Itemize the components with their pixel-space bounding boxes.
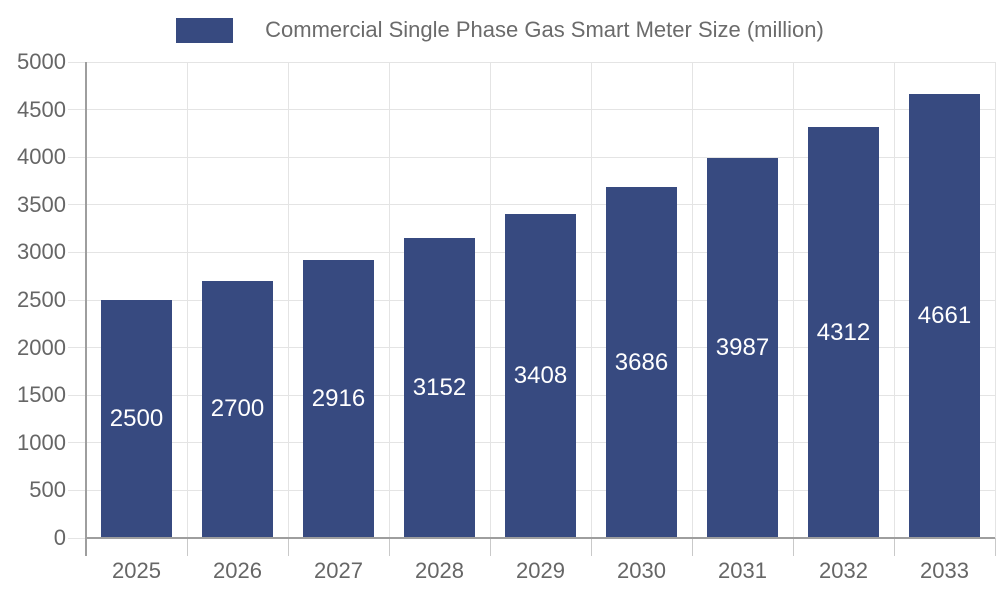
x-gridline: [489, 62, 491, 538]
y-axis-tick-label: 3000: [17, 239, 66, 265]
chart-legend[interactable]: Commercial Single Phase Gas Smart Meter …: [0, 15, 1000, 45]
y-axis-tick-label: 1500: [17, 382, 66, 408]
x-axis-tick-label: 2028: [415, 558, 464, 583]
x-axis-tick-label: 2032: [819, 558, 868, 583]
x-gridline: [590, 62, 592, 538]
bar-2026[interactable]: [202, 280, 273, 538]
bar-2029[interactable]: [505, 213, 576, 538]
bar-value-label: 3408: [513, 361, 568, 389]
bar-value-label: 4661: [917, 302, 972, 330]
x-axis-tick-label: 2026: [213, 558, 262, 583]
y-axis-tick-label: 0: [53, 525, 66, 550]
bar-2027[interactable]: [303, 260, 374, 538]
x-tick: [388, 538, 390, 556]
x-tick: [994, 538, 996, 556]
x-axis-tick-label: 2027: [314, 558, 363, 583]
x-tick: [287, 538, 289, 556]
y-axis-tick-label: 3500: [17, 191, 66, 217]
y-axis-tick-label: 4500: [17, 96, 66, 122]
y-axis-tick-label: 1000: [17, 429, 66, 455]
x-axis-tick-label: 2029: [516, 558, 565, 583]
y-axis-tick-label: 2000: [17, 334, 66, 360]
x-gridline: [994, 62, 996, 538]
bar-value-label: 2500: [109, 405, 164, 432]
bar-2032[interactable]: [808, 127, 879, 538]
x-gridline: [893, 62, 895, 538]
x-tick: [792, 538, 794, 556]
x-axis-tick-label: 2033: [920, 558, 969, 583]
bar-2030[interactable]: [606, 187, 677, 538]
y-axis-tick-label: 5000: [17, 49, 66, 74]
x-tick: [590, 538, 592, 556]
y-tick: [68, 537, 86, 539]
x-axis-line: [86, 537, 995, 539]
bar-2028[interactable]: [404, 237, 475, 538]
x-gridline: [287, 62, 289, 538]
y-axis-tick-label: 500: [29, 477, 66, 503]
x-tick: [489, 538, 491, 556]
x-tick: [691, 538, 693, 556]
x-gridline: [388, 62, 390, 538]
x-axis-tick-label: 2031: [718, 558, 767, 583]
x-tick: [186, 538, 188, 556]
legend-swatch: [176, 17, 234, 43]
bar-value-label: 2916: [311, 385, 366, 413]
x-gridline: [186, 62, 188, 538]
y-gridline: [68, 61, 995, 63]
x-axis-tick-label: 2025: [112, 558, 161, 583]
bar-2025[interactable]: [101, 300, 172, 538]
bar-value-label: 2700: [210, 395, 265, 423]
bar-value-label: 3152: [412, 373, 467, 401]
x-gridline: [792, 62, 794, 538]
bar-value-label: 3987: [715, 334, 770, 362]
bar-value-label: 3686: [614, 348, 669, 376]
y-gridline: [68, 109, 995, 111]
x-tick: [893, 538, 895, 556]
y-axis-line: [85, 62, 87, 556]
legend-label: Commercial Single Phase Gas Smart Meter …: [265, 17, 824, 42]
x-gridline: [691, 62, 693, 538]
bar-value-label: 4312: [816, 318, 871, 346]
bar-2031[interactable]: [707, 158, 778, 538]
bar-2033[interactable]: [909, 94, 980, 538]
y-axis-tick-label: 2500: [17, 287, 66, 312]
y-axis-tick-label: 4000: [17, 144, 66, 170]
y-gridline: [68, 204, 995, 206]
x-axis-tick-label: 2030: [617, 558, 666, 583]
y-gridline: [68, 156, 995, 158]
